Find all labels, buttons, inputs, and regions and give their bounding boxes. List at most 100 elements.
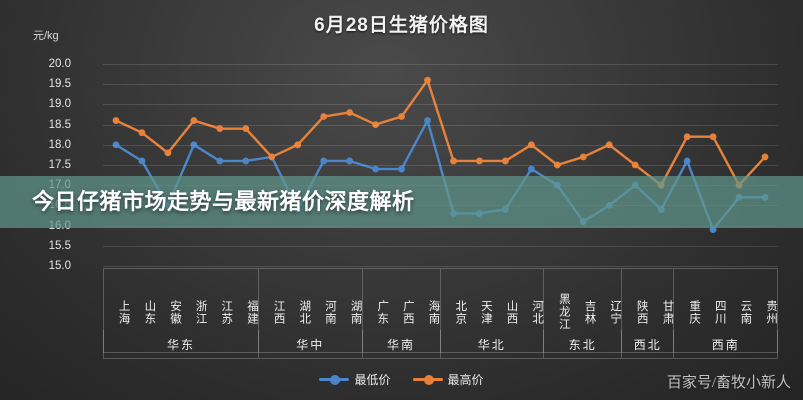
data-point: [527, 165, 535, 173]
plot-area: [103, 64, 778, 267]
data-point: [450, 157, 457, 165]
y-axis-tick-label: 19.0: [48, 98, 71, 111]
x-axis-province-label: 吉林: [583, 299, 596, 325]
legend-item: 最低价: [319, 371, 391, 388]
data-point: [112, 117, 120, 124]
x-axis-province-label: 浙江: [194, 299, 207, 325]
data-point: [424, 117, 431, 124]
gridline: [103, 245, 778, 247]
legend-color-swatch: [412, 374, 443, 385]
page-title: 6月28日生猪价格图: [314, 15, 489, 36]
x-axis-province-label: 湖南: [336, 269, 363, 352]
x-axis-region-label: 东北: [544, 330, 623, 358]
gridline: [103, 104, 778, 106]
data-point: [761, 153, 769, 161]
data-point: [138, 129, 146, 137]
data-point: [216, 157, 224, 165]
x-axis-province-label: 北京: [454, 299, 467, 325]
x-axis-province-label: 江苏: [220, 299, 233, 325]
watermark: 百家号/畜牧小新人: [666, 375, 791, 391]
x-axis-province-label: 黑龙江: [557, 293, 570, 331]
data-point: [320, 113, 328, 120]
data-point: [112, 141, 120, 149]
data-point: [346, 109, 354, 116]
data-point: [476, 157, 483, 165]
data-point: [683, 133, 691, 141]
data-point: [190, 141, 198, 149]
chart-legend: 最低价 最高价: [0, 371, 803, 388]
data-point: [216, 125, 224, 133]
x-axis-region-label: 西北: [622, 330, 675, 358]
data-point: [527, 141, 535, 149]
x-axis-province-label: 上海: [117, 299, 130, 325]
x-axis-region-label: 华东: [104, 330, 259, 358]
gridline: [103, 84, 778, 86]
x-axis-province-label: 广西: [401, 299, 414, 325]
data-point: [709, 133, 717, 141]
x-axis-province-row: 上海 山东 安徽 浙江 江苏 福建 江西 湖北 河南 湖南 广东 广西 海南 北京 天津 山西 河北 黑龙江 吉林辽…: [103, 268, 778, 353]
x-axis-province-label: 河南: [323, 299, 336, 325]
legend-label: 最低价: [354, 373, 391, 387]
gridline: [103, 165, 778, 166]
x-axis-province-label: 四川: [713, 299, 726, 325]
x-axis-region-label: 西南: [711, 337, 740, 352]
x-axis-province-label: 天津: [479, 299, 492, 325]
data-point: [242, 125, 250, 133]
y-axis-tick-label: 19.5: [48, 78, 71, 91]
data-point: [346, 157, 354, 165]
data-point: [398, 165, 405, 173]
y-axis-tick-label: 15.0: [48, 260, 71, 272]
data-point: [372, 121, 379, 128]
x-axis-province-label: 海南: [414, 269, 441, 352]
gridline: [103, 64, 778, 65]
x-axis-region-label: 华中: [259, 330, 363, 358]
data-point: [138, 157, 146, 165]
gridline: [103, 124, 778, 126]
x-axis-province-label: 河北: [518, 269, 545, 352]
y-axis-tick-label: 20.0: [48, 58, 71, 70]
data-point: [294, 141, 302, 149]
data-point: [605, 141, 613, 149]
x-axis-province-label: 安徽: [168, 299, 181, 325]
data-point: [683, 157, 691, 165]
data-point: [242, 157, 250, 165]
data-point: [424, 76, 431, 84]
x-axis-province-label: 江西: [272, 299, 285, 325]
x-axis-province-label: 甘肃: [648, 269, 675, 352]
y-axis-tick-label: 17.5: [48, 159, 71, 171]
x-axis-province-label: 重庆: [688, 299, 701, 325]
y-axis-tick-label: 18.5: [48, 118, 71, 131]
data-point: [579, 153, 587, 161]
y-axis-unit-label: 元/kg: [33, 30, 59, 42]
data-point: [631, 161, 639, 169]
x-axis-province-label: 陕西: [635, 299, 648, 325]
data-point: [372, 165, 379, 173]
x-axis-province-label: 山东: [143, 299, 156, 325]
x-axis-province-label: 湖北: [298, 299, 311, 325]
y-axis-tick-label: 18.0: [48, 138, 71, 151]
data-point: [398, 113, 405, 120]
x-axis-province-label: 福建: [232, 269, 259, 352]
data-point: [553, 161, 561, 169]
x-axis-region-row: 华东 华中 华南 华北 东北 西北 西南: [103, 330, 778, 359]
x-axis-province-label: 云南: [739, 299, 752, 325]
data-point: [268, 153, 276, 161]
y-axis-tick-label: 15.5: [48, 239, 71, 252]
x-axis-province-label: 广东: [376, 299, 389, 325]
overlay-banner: [0, 176, 803, 228]
data-point: [164, 149, 172, 157]
data-point: [502, 157, 509, 165]
overlay-banner-text: 今日仔猪市场走势与最新猪价深度解析: [32, 189, 415, 214]
legend-item: 最高价: [412, 371, 484, 388]
data-point: [190, 117, 198, 124]
x-axis-province-label: 山西: [505, 299, 518, 325]
x-axis-province-label: 贵州: [765, 299, 778, 325]
data-point: [320, 157, 328, 165]
legend-color-swatch: [319, 374, 350, 385]
gridline: [103, 266, 778, 267]
x-axis-region-label: 华南: [363, 330, 441, 358]
x-axis-region-label: 华北: [441, 330, 545, 358]
x-axis-province-label: 辽宁: [595, 269, 623, 352]
gridline: [103, 144, 778, 146]
